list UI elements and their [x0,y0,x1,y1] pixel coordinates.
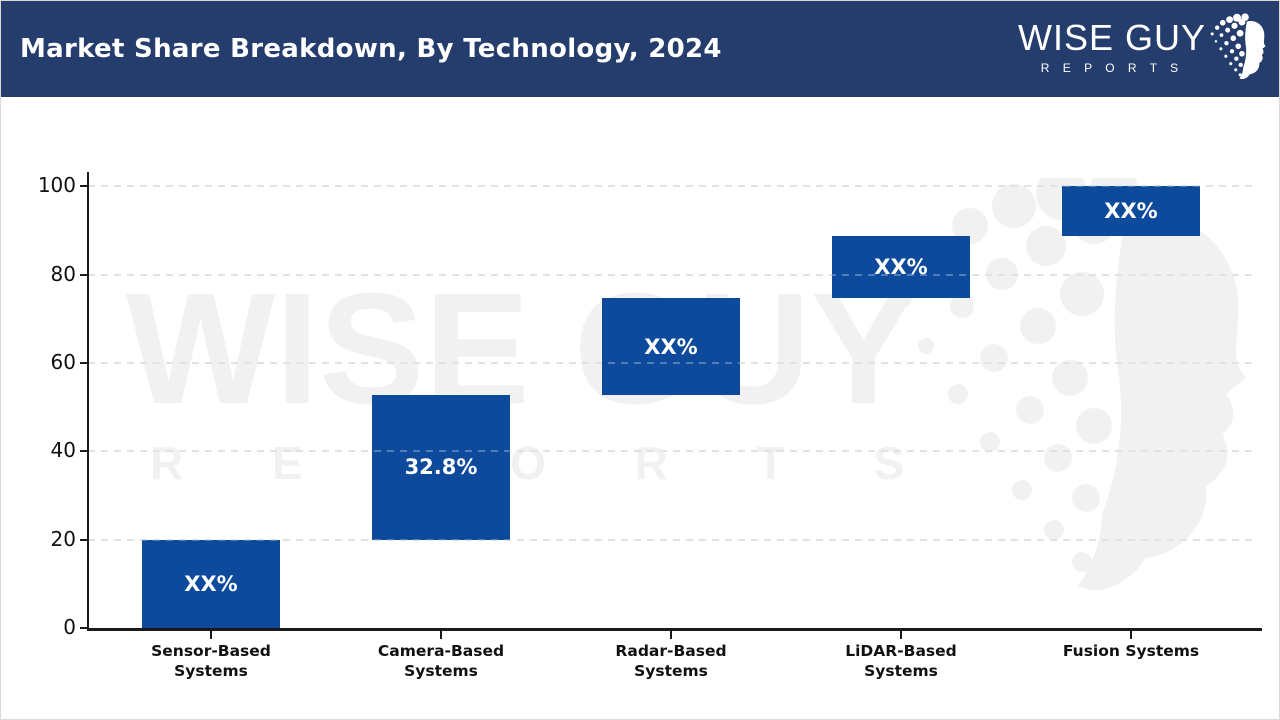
wiseguy-logo: WISE GUY R E P O R T S [1018,6,1268,94]
bar-labels-layer: XX% 32.8% XX% XX% XX% [88,172,1255,628]
watermark-text-line2: R E P O R T S [150,437,943,489]
y-axis-line [87,172,89,631]
gridline [88,450,1255,453]
bar-value-label: XX% [644,334,698,359]
grid-under-layer [88,172,1255,628]
y-tick-label: 20 [50,526,76,551]
y-tick-mark [80,273,87,276]
y-tick-label: 80 [50,261,76,286]
logo-wordmark: WISE GUY R E P O R T S [1017,17,1206,76]
x-tick-mark [210,631,212,639]
y-tick-mark [80,185,87,188]
x-tick-mark [670,631,672,639]
category-label: Radar-Based Systems [615,642,727,680]
bar-value-label: XX% [874,255,928,279]
category-label: Camera-Based Systems [377,642,505,680]
bar [602,298,740,395]
header-bar: Market Share Breakdown, By Technology, 2… [0,0,1280,97]
logo-wordmark-line2: R E P O R T S [1040,61,1184,75]
bars-layer [88,172,1255,628]
grid-over-layer [88,172,1255,628]
page-title: Market Share Breakdown, By Technology, 2… [20,33,722,64]
gridline [88,185,1255,188]
y-tick-mark [80,627,87,629]
gridline [88,450,1255,453]
bar [142,539,280,628]
x-tick-mark [900,631,902,639]
bar [832,235,970,299]
x-axis-line [87,628,1262,631]
bar-value-label: XX% [1104,198,1158,223]
plot-area: XX% 32.8% XX% XX% XX% [88,172,1255,628]
watermark-text-line1: WISE GUY [126,261,917,437]
x-tick-mark [1130,631,1132,639]
gridline [88,361,1255,364]
y-tick-label: 100 [37,173,76,198]
bar-value-label: XX% [184,571,238,596]
gridline [88,273,1255,276]
gridline [88,538,1255,541]
y-tick-label: 40 [50,438,76,463]
wiseguy-face-icon [1210,13,1266,80]
category-label: Fusion Systems [1062,642,1200,660]
y-tick-mark [80,538,87,541]
y-tick-label: 60 [50,349,76,374]
category-label: LiDAR-Based Systems [845,642,957,680]
bar [1062,186,1200,236]
logo-wordmark-line1: WISE GUY [1017,17,1206,58]
y-tick-mark [80,450,87,453]
category-label: Sensor-Based Systems [151,642,271,680]
gridline [88,361,1255,364]
gridline [88,538,1255,541]
x-tick-mark [440,631,442,639]
watermark-face-icon [892,178,1246,591]
bar-value-label: 32.8% [404,455,478,480]
y-tick-label: 0 [63,615,76,639]
y-tick-mark [80,361,87,364]
gridline [88,185,1255,188]
gridline [88,273,1255,276]
bar [372,394,510,540]
